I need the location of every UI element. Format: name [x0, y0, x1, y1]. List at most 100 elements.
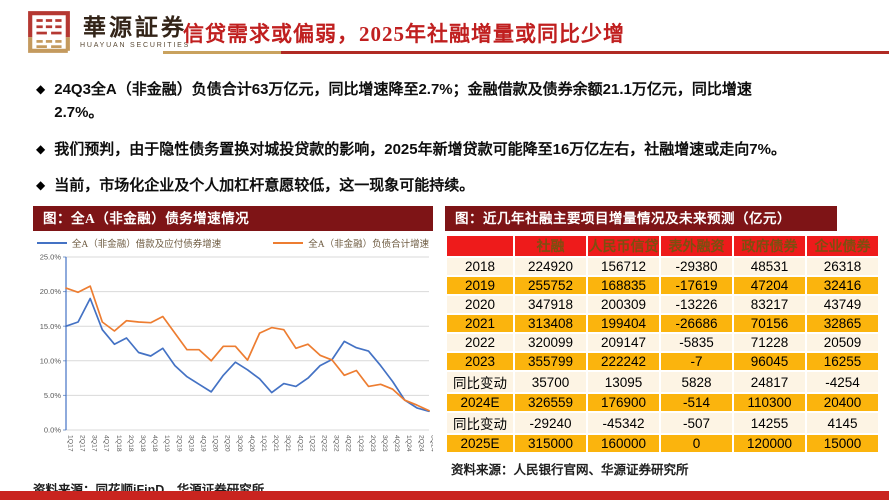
table-cell: 14255	[734, 413, 805, 433]
legend-label: 全A（非金融）借款及应付债券增速	[71, 240, 222, 250]
table-cell: 326559	[515, 394, 586, 411]
x-axis-label: 3Q24	[429, 435, 433, 452]
x-axis-label: 2Q24	[417, 435, 424, 452]
table-cell: 47204	[734, 277, 805, 294]
table-cell: -17619	[661, 277, 732, 294]
x-axis-label: 3Q21	[284, 435, 291, 452]
legend-item: 全A（非金融）负债合计增速	[273, 236, 429, 250]
table-cell: 13095	[588, 372, 659, 392]
table-cell: -7	[661, 353, 732, 370]
table-cell: 255752	[515, 277, 586, 294]
table-row: 2024E 326559 176900 -514 110300 20400	[447, 394, 878, 411]
bullet-text-line: 我们预判，由于隐性债务置换对城投贷款的影响，2025年新增贷款可能降至16万亿左…	[54, 141, 786, 158]
table-row: 2022 320099 209147 -5835 71228 20509	[447, 334, 878, 351]
y-axis-label: 25.0%	[40, 253, 62, 262]
row-label-cell: 2022	[447, 334, 513, 351]
row-label-cell: 2025E	[447, 435, 513, 452]
x-axis-label: 1Q24	[405, 435, 412, 452]
header-divider-gold-segment	[163, 51, 281, 54]
x-axis-label: 4Q19	[200, 435, 207, 452]
table-cell: -507	[661, 413, 732, 433]
table-cell: 209147	[588, 334, 659, 351]
x-axis-label: 4Q21	[296, 435, 303, 452]
table-cell: 15000	[807, 435, 878, 452]
row-label-cell: 2019	[447, 277, 513, 294]
row-label-cell: 2023	[447, 353, 513, 370]
table-cell: 4145	[807, 413, 878, 433]
x-axis-label: 1Q22	[308, 435, 315, 452]
x-axis-label: 3Q20	[236, 435, 243, 452]
table-cell: 5828	[661, 372, 732, 392]
x-axis-label: 1Q20	[212, 435, 219, 452]
table-cell: 200309	[588, 296, 659, 313]
table-row: 2019 255752 168835 -17619 47204 32416	[447, 277, 878, 294]
x-axis-label: 4Q18	[151, 435, 158, 452]
row-label-cell: 同比变动	[447, 372, 513, 392]
table-cell: 71228	[734, 334, 805, 351]
bullet-text-line: 当前，市场化企业及个人加杠杆意愿较低，这一现象可能持续。	[54, 177, 475, 194]
x-axis-label: 4Q22	[345, 435, 352, 452]
table-cell: -26686	[661, 315, 732, 332]
legend-label: 全A（非金融）负债合计增速	[308, 240, 430, 250]
diamond-bullet-icon: ◆	[36, 178, 46, 192]
row-label-cell: 2018	[447, 258, 513, 275]
diamond-bullet-icon: ◆	[36, 142, 46, 156]
debt-growth-line-chart: 0.0% 5.0% 10.0% 15.0% 20.0% 25.0% 1Q17 2Q17 3Q17…	[40, 253, 433, 452]
bullet-text: 当前，市场化企业及个人加杠杆意愿较低，这一现象可能持续。	[54, 174, 474, 197]
table-cell: 222242	[588, 353, 659, 370]
table-cell: 35700	[515, 372, 586, 392]
huayuan-seal-icon	[28, 11, 70, 53]
social-financing-table-panel: 图：近几年社融主要项目增量情况及未来预测（亿元） 社融 人民币信贷 表外融资 政府债券…	[445, 206, 880, 478]
x-axis-label: 2Q17	[79, 435, 86, 452]
table-cell: 26318	[807, 258, 878, 275]
chart-legend: 全A（非金融）借款及应付债券增速 全A（非金融）负债合计增速	[33, 236, 433, 250]
y-axis-label: 20.0%	[40, 287, 62, 296]
x-axis-label: 1Q17	[66, 435, 73, 452]
table-cell: 347918	[515, 296, 586, 313]
column-header: 表外融资	[661, 236, 732, 256]
table-cell: 24817	[734, 372, 805, 392]
bullet-point: ◆ 当前，市场化企业及个人加杠杆意愿较低，这一现象可能持续。	[36, 174, 474, 197]
x-axis-label: 2Q22	[321, 435, 328, 452]
x-axis-label: 2Q18	[127, 435, 134, 452]
chart-title-banner: 图：全A（非金融）债务增速情况	[33, 206, 433, 231]
x-axis-label: 2Q23	[369, 435, 376, 452]
table-cell: 156712	[588, 258, 659, 275]
row-label-cell: 2021	[447, 315, 513, 332]
logo-name-en: HUAYUAN SECURITIES	[80, 42, 191, 49]
column-header: 社融	[515, 236, 586, 256]
legend-line-swatch	[36, 242, 67, 244]
x-axis-label: 4Q23	[393, 435, 400, 452]
table-body: 2018 224920 156712 -29380 48531 26318 2019 2557…	[447, 258, 878, 452]
table-cell: 96045	[734, 353, 805, 370]
row-label-cell: 2024E	[447, 394, 513, 411]
debt-growth-chart-panel: 图：全A（非金融）债务增速情况 全A（非金融）借款及应付债券增速 全A（非金融）负…	[33, 206, 433, 498]
footer-accent-bar	[0, 491, 889, 500]
table-row: 2021 313408 199404 -26686 70156 32865	[447, 315, 878, 332]
x-axis-label: 1Q18	[115, 435, 122, 452]
x-axis-label: 1Q19	[163, 435, 170, 452]
x-axis-label: 3Q18	[139, 435, 146, 452]
x-axis-label: 4Q17	[103, 435, 110, 452]
table-cell: -45342	[588, 413, 659, 433]
table-cell: 168835	[588, 277, 659, 294]
x-axis-label: 3Q23	[381, 435, 388, 452]
table-cell: 320099	[515, 334, 586, 351]
x-axis-label: 3Q19	[187, 435, 194, 452]
table-cell: 20400	[807, 394, 878, 411]
bullet-point: ◆ 24Q3全A（非金融）负债合计63万亿元，同比增速降至2.7%；金融借款及债…	[36, 78, 752, 124]
table-cell: 199404	[588, 315, 659, 332]
x-axis-label: 2Q19	[175, 435, 182, 452]
table-row: 2025E 315000 160000 0 120000 15000	[447, 435, 878, 452]
table-cell: 355799	[515, 353, 586, 370]
y-axis-label: 15.0%	[40, 322, 62, 331]
line-series	[65, 297, 430, 413]
header-divider	[163, 51, 889, 54]
table-cell: 70156	[734, 315, 805, 332]
table-title-banner: 图：近几年社融主要项目增量情况及未来预测（亿元）	[445, 206, 837, 231]
table-row: 2023 355799 222242 -7 96045 16255	[447, 353, 878, 370]
column-header: 政府债券	[734, 236, 805, 256]
table-row: 2020 347918 200309 -13226 83217 43749	[447, 296, 878, 313]
table-cell: -4254	[807, 372, 878, 392]
column-header: 企业债券	[807, 236, 878, 256]
